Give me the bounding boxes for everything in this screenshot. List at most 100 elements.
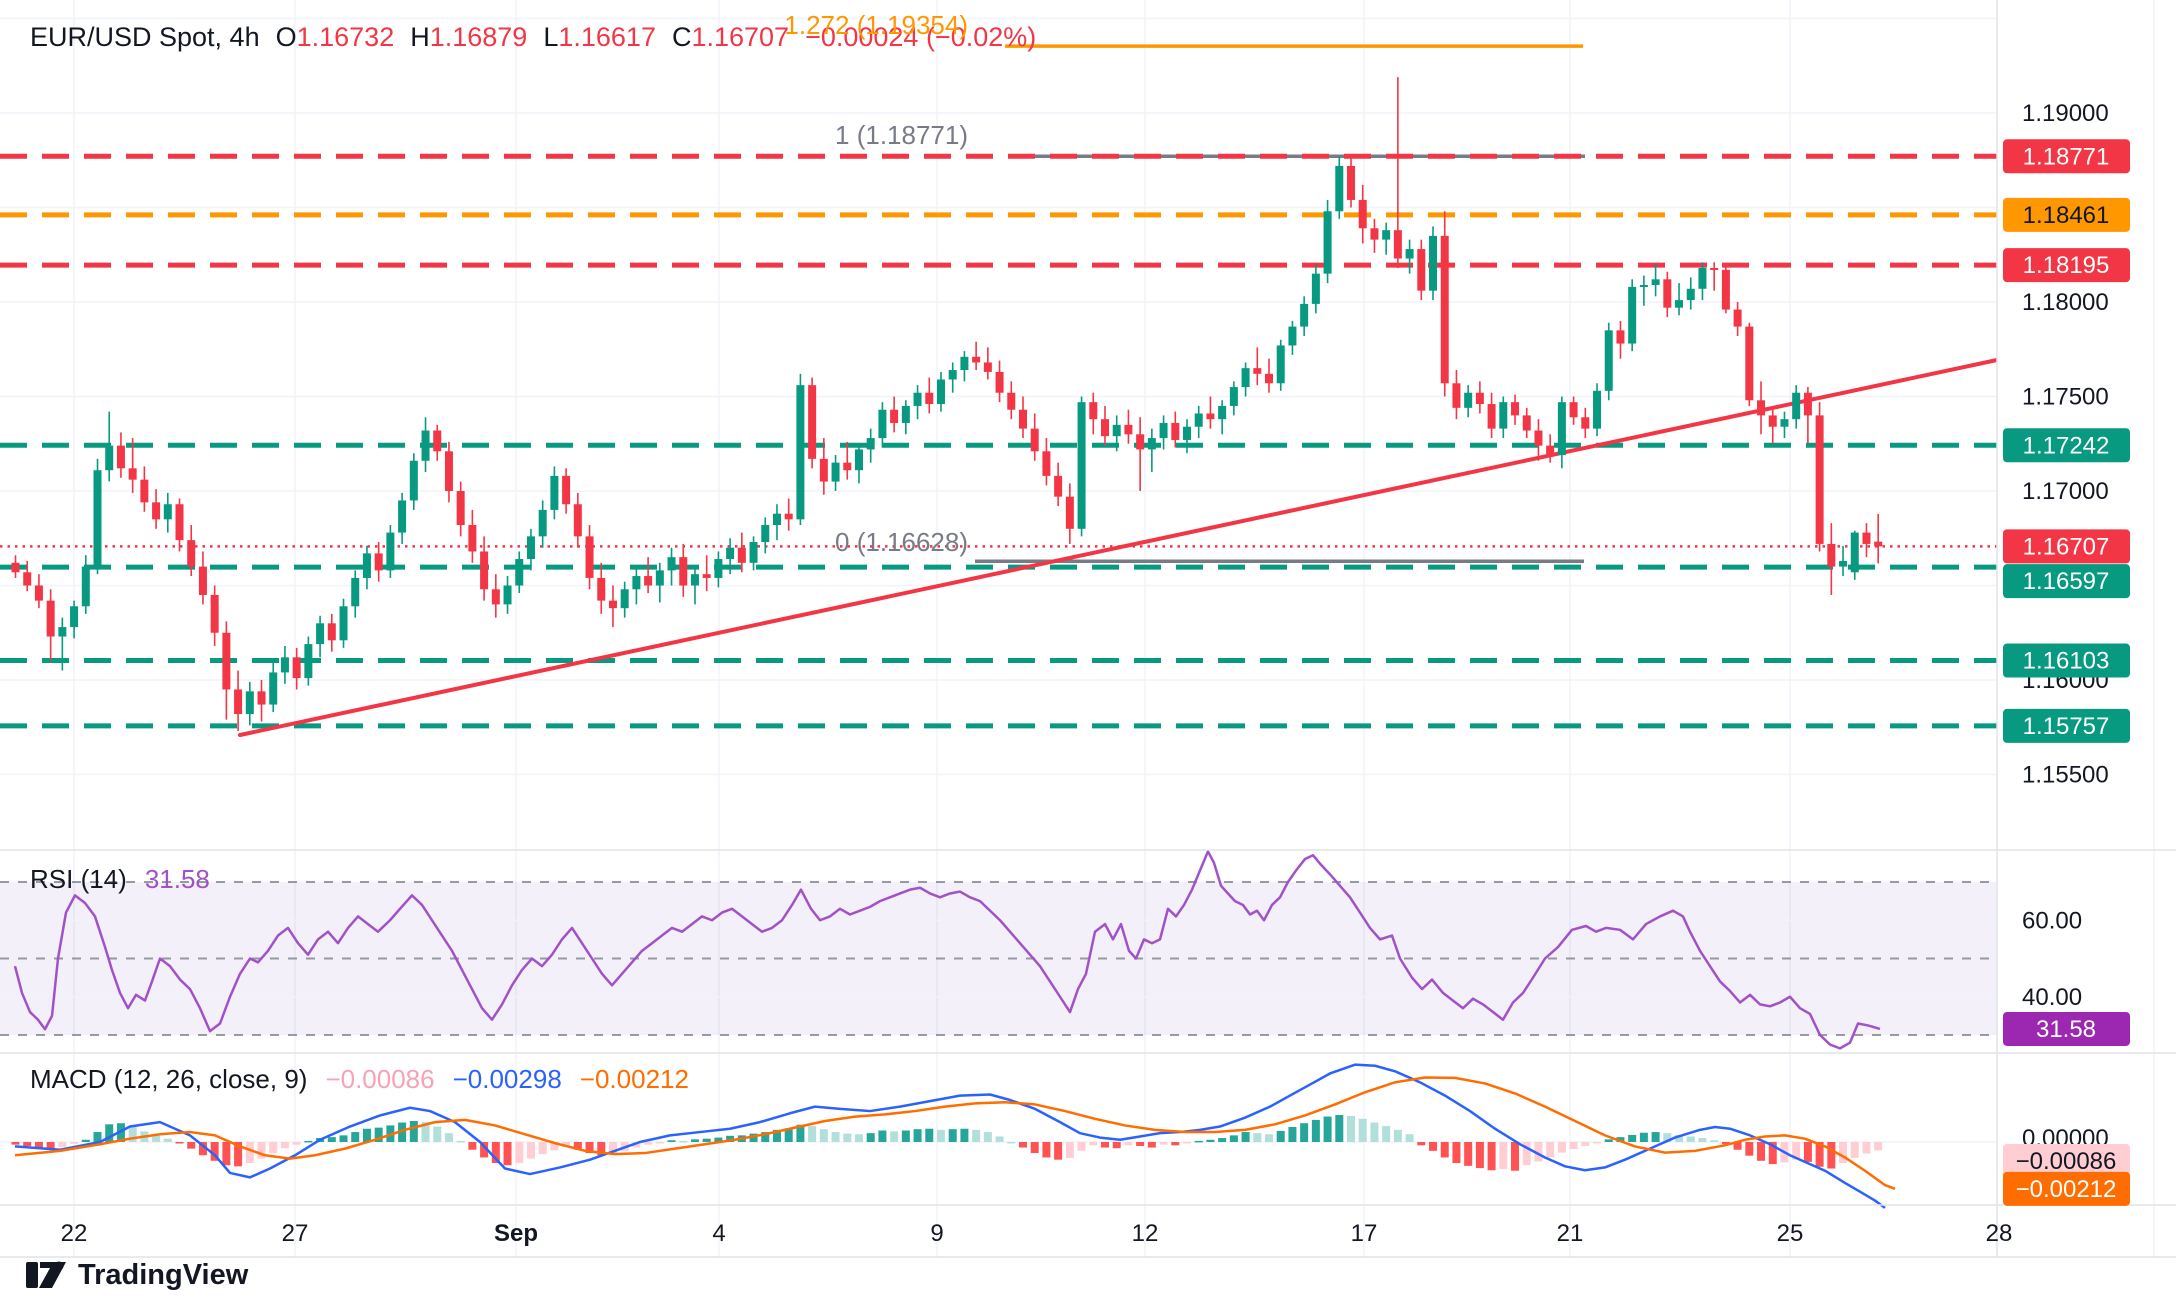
tradingview-logo-link[interactable]: TradingView (26, 1256, 248, 1294)
candle (269, 662, 278, 713)
candle (620, 581, 629, 618)
price-badge-1.15757-text: 1.15757 (2023, 713, 2110, 740)
candle (1276, 339, 1285, 391)
x-axis-label-25[interactable]: 25 (1777, 1220, 1804, 1247)
candle (1300, 296, 1309, 337)
chart-legend[interactable]: EUR/USD Spot, 4h O1.16732 H1.16879 L1.16… (30, 22, 1036, 53)
price-badge-1.15757[interactable] (2003, 708, 2130, 743)
candle (1206, 396, 1215, 429)
candle (1124, 409, 1133, 444)
macd-hist-bar (11, 1142, 20, 1145)
candle (198, 551, 207, 605)
candle (808, 377, 817, 469)
candle (1347, 158, 1356, 208)
price-axis-label[interactable]: 1.17500 (2022, 384, 2109, 411)
macd-signal-value: −0.00212 (579, 1064, 689, 1094)
price-badge-1.16103-text: 1.16103 (2023, 648, 2110, 675)
macd-hist-bar (421, 1122, 430, 1142)
candle (1323, 199, 1332, 284)
price-badge-1.18195[interactable] (2003, 248, 2130, 283)
candle (960, 351, 969, 382)
candle (1839, 545, 1848, 577)
macd-hist-bar (1018, 1142, 1027, 1148)
macd-hist-bar (843, 1133, 852, 1142)
macd-hist-bar (1511, 1142, 1520, 1171)
macd-hist-bar (1815, 1142, 1824, 1167)
price-axis-label[interactable]: 1.17000 (2022, 478, 2109, 505)
x-axis-label-12[interactable]: 12 (1132, 1220, 1159, 1247)
candle (1288, 320, 1297, 355)
candle (562, 468, 571, 514)
price-badge-1.16597[interactable] (2003, 564, 2130, 599)
macd-hist-bar (1757, 1142, 1766, 1161)
macd-hist-bar (433, 1126, 442, 1142)
price-change: −0.00024 (−0.02%) (805, 22, 1037, 52)
candle (1218, 400, 1227, 435)
price-badge-1.16103[interactable] (2003, 643, 2130, 678)
macd-hist-bar (597, 1142, 606, 1156)
macd-badge-1[interactable] (2003, 1171, 2130, 1206)
rsi-axis-label[interactable]: 40.00 (2022, 984, 2082, 1011)
rsi-legend[interactable]: RSI (14) 31.58 (30, 864, 210, 895)
x-axis-label-9[interactable]: 9 (930, 1220, 943, 1247)
rsi-line (13, 850, 1881, 1050)
macd-hist-bar (995, 1136, 1004, 1142)
macd-legend[interactable]: MACD (12, 26, close, 9) −0.00086 −0.0029… (30, 1064, 689, 1095)
candle (608, 585, 617, 628)
macd-hist-bar (644, 1142, 653, 1145)
x-axis-label-22[interactable]: 22 (61, 1220, 88, 1247)
candle (702, 555, 711, 592)
candle (1581, 407, 1590, 439)
macd-hist-bar (690, 1139, 699, 1142)
macd-hist-bar (163, 1138, 172, 1142)
symbol-title: EUR/USD Spot, 4h (30, 22, 260, 52)
fib-label-1272[interactable]: 1.272 (1.19354) (784, 10, 968, 40)
candle (23, 560, 32, 592)
price-badge-1.18771[interactable] (2003, 139, 2130, 174)
fib-label-0[interactable]: 0 (1.16628) (835, 527, 968, 557)
fib-label-1[interactable]: 1 (1.18771) (835, 120, 968, 150)
price-badge-1.18461[interactable] (2003, 197, 2130, 232)
macd-hist-bar (1382, 1126, 1391, 1142)
candle (1745, 322, 1754, 406)
price-axis-label[interactable]: 1.18000 (2022, 289, 2109, 316)
macd-hist-bar (808, 1126, 817, 1142)
tradingview-logo-icon (26, 1261, 66, 1288)
candle (280, 645, 289, 684)
price-axis-label[interactable]: 1.19000 (2022, 100, 2109, 127)
candle (749, 536, 758, 571)
macd-hist-bar (585, 1142, 594, 1154)
x-axis-label-Sep[interactable]: Sep (494, 1220, 538, 1247)
rsi-badge[interactable] (2003, 1011, 2130, 1046)
macd-hist-bar (444, 1133, 453, 1142)
macd-badge-0[interactable] (2003, 1144, 2130, 1179)
candle (1569, 396, 1578, 425)
price-scale-column[interactable] (1997, 0, 2176, 1257)
candle (995, 360, 1004, 403)
candle (1604, 322, 1613, 401)
candle (304, 636, 313, 686)
candle (1335, 156, 1344, 219)
macd-hist-bar (1300, 1123, 1309, 1142)
candle (644, 557, 653, 594)
price-axis-label[interactable]: 1.15500 (2022, 762, 2109, 789)
candle (1616, 320, 1625, 359)
x-axis-label-27[interactable]: 27 (282, 1220, 309, 1247)
x-axis-label-28[interactable]: 28 (1986, 1220, 2013, 1247)
x-axis-label-4[interactable]: 4 (712, 1220, 725, 1247)
candle (1007, 381, 1016, 420)
candle (351, 570, 360, 618)
macd-badge-0-text: −0.00086 (2016, 1148, 2117, 1175)
candle (948, 362, 957, 393)
candle (1183, 419, 1191, 454)
candle (140, 466, 149, 512)
x-axis-label-21[interactable]: 21 (1557, 1220, 1584, 1247)
macd-hist-bar (257, 1142, 266, 1159)
candle (667, 547, 676, 586)
price-badge-1.16707[interactable] (2003, 529, 2130, 564)
x-axis-label-17[interactable]: 17 (1351, 1220, 1378, 1247)
rsi-axis-label[interactable]: 60.00 (2022, 907, 2082, 934)
price-badge-1.17242[interactable] (2003, 428, 2130, 463)
